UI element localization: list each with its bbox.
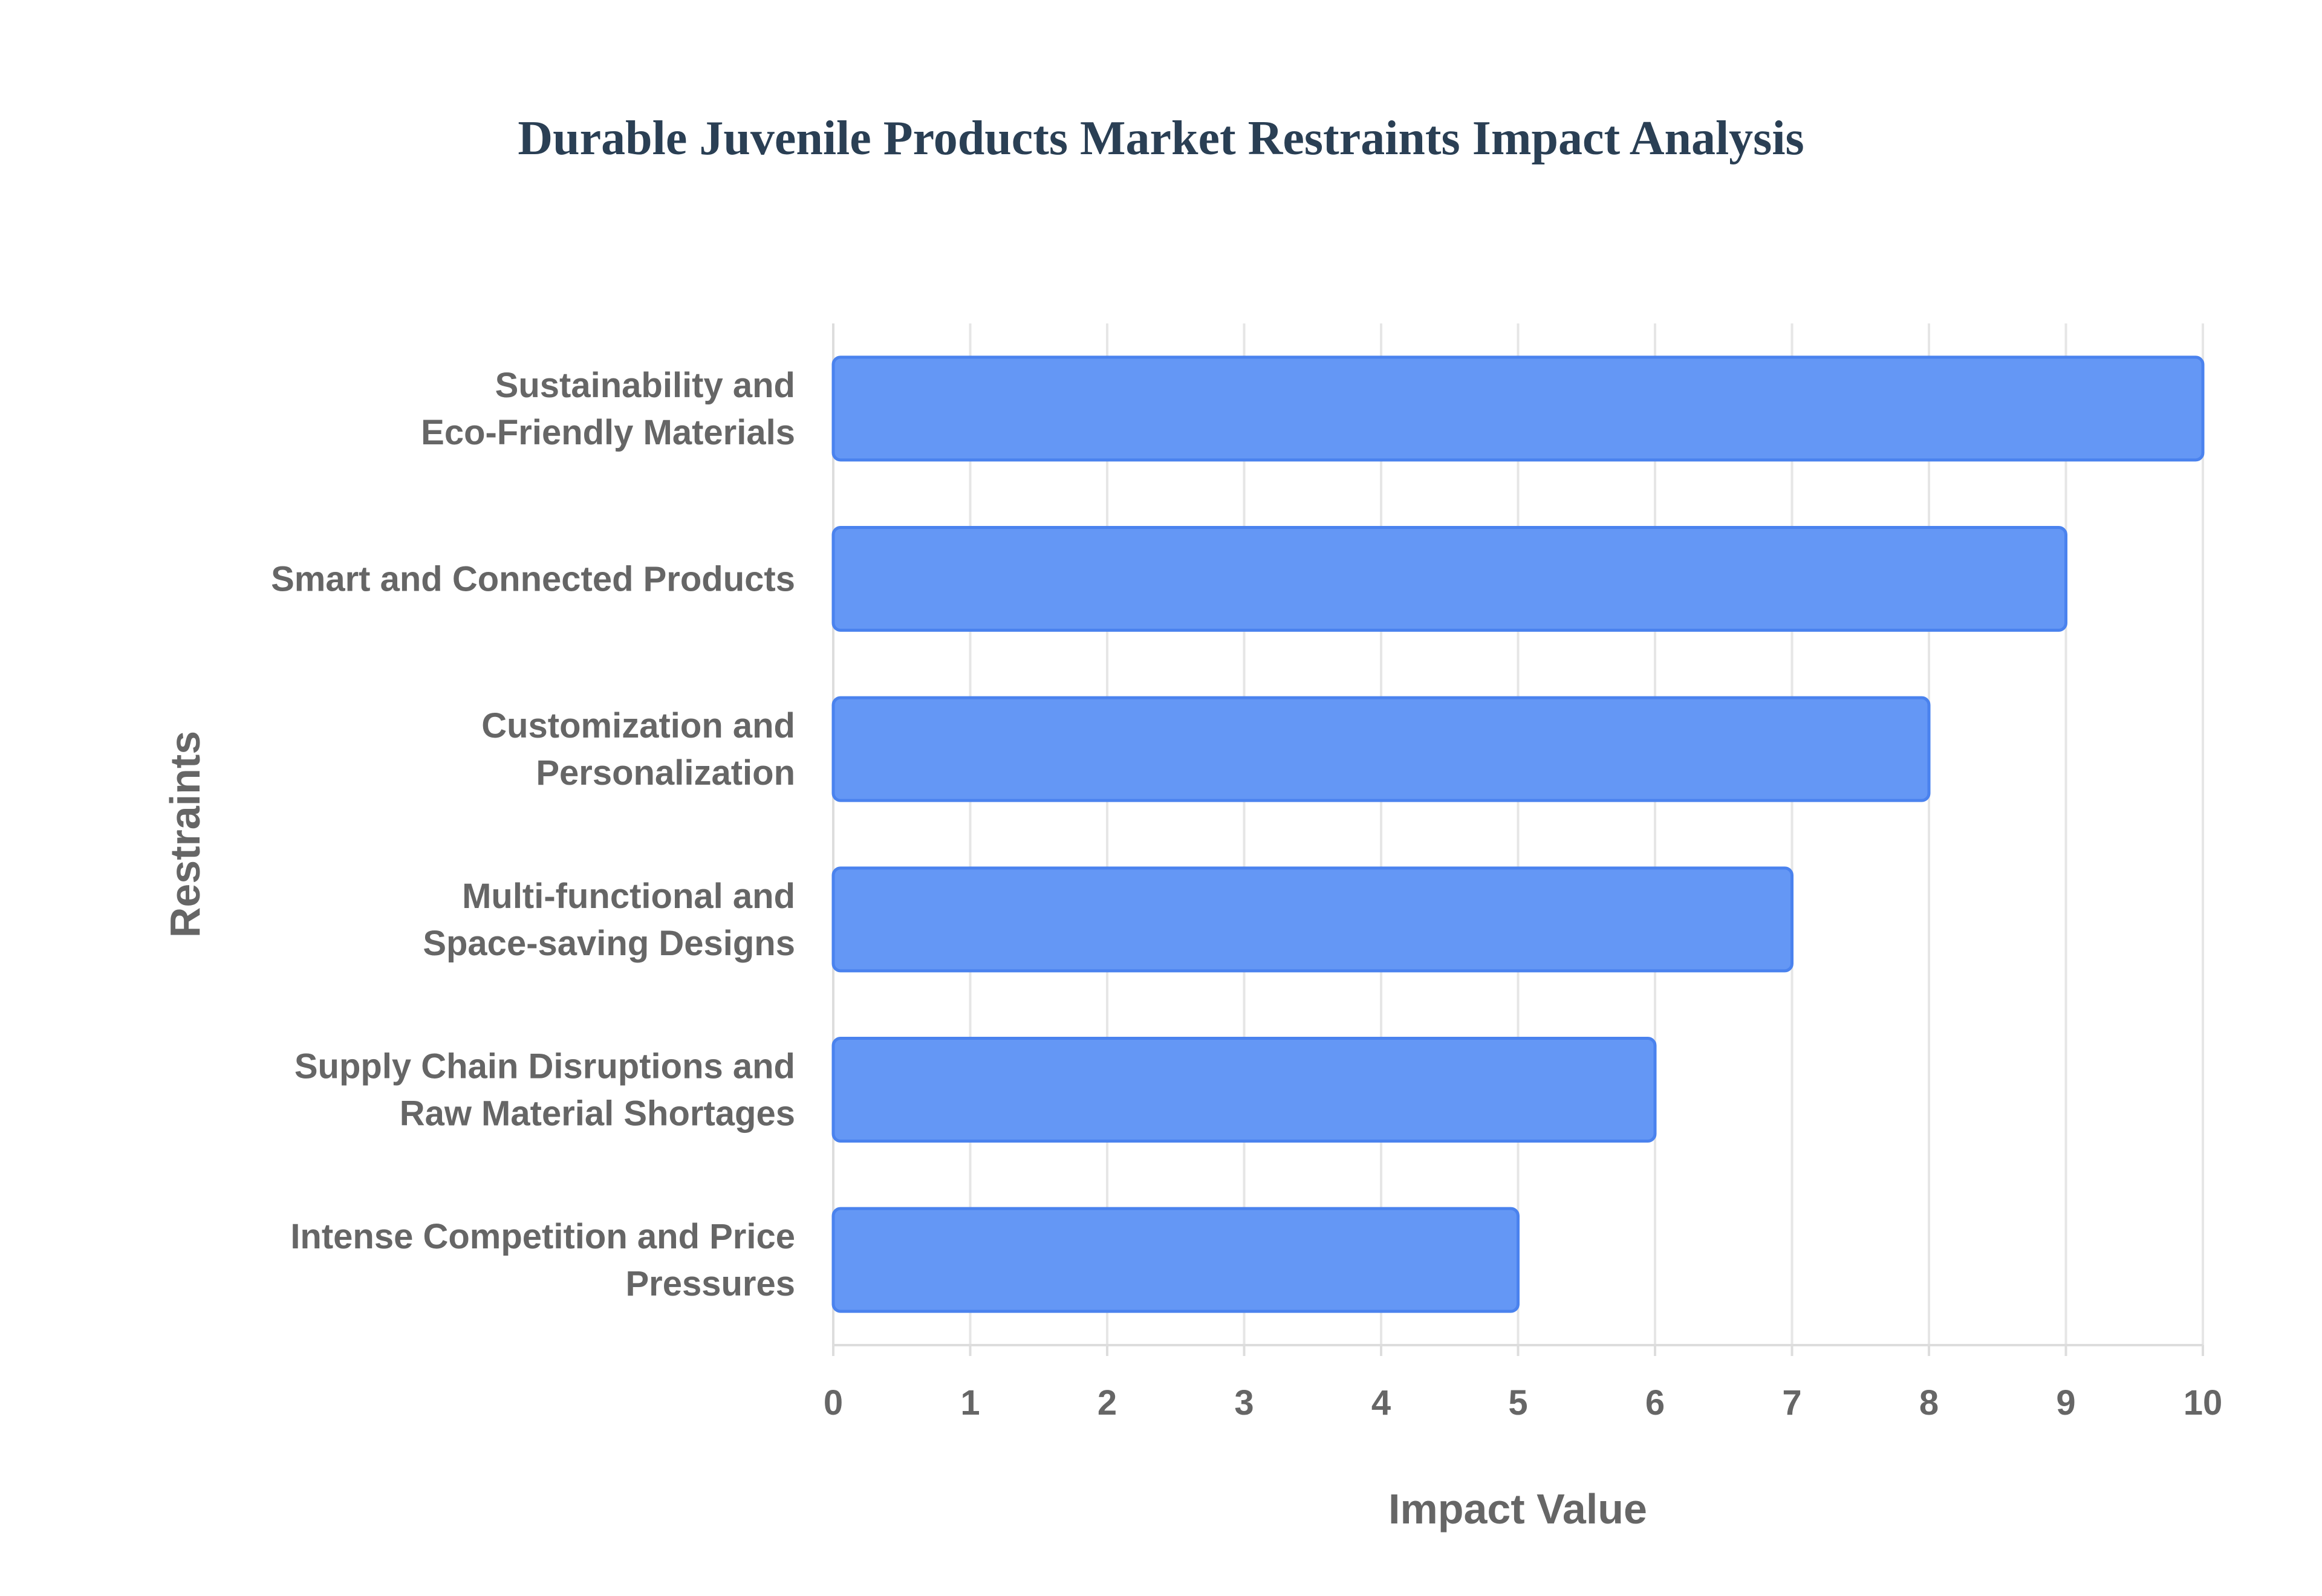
bar (831, 355, 2205, 462)
bar (831, 526, 2067, 632)
category-label: Sustainability and Eco-Friendly Materials (421, 366, 795, 452)
category-label: Multi-functional and Space-saving Designs (423, 877, 795, 963)
x-axis-title: Impact Value (1388, 1485, 1647, 1533)
category-label: Supply Chain Disruptions and Raw Material… (294, 1047, 795, 1134)
x-tick-label: 6 (1645, 1383, 1665, 1422)
category-label: Intense Competition and Price Pressures (290, 1217, 795, 1303)
bars-layer (831, 355, 2205, 1313)
x-tick-label: 8 (1919, 1383, 1939, 1422)
y-axis-title: Restraints (161, 731, 209, 938)
x-tick-label: 2 (1098, 1383, 1117, 1422)
x-tick-label: 10 (2184, 1383, 2223, 1422)
x-tick-label: 0 (824, 1383, 843, 1422)
category-label: Customization and Personalization (481, 706, 795, 793)
chart-title: Durable Juvenile Products Market Restrai… (518, 112, 1804, 165)
bar (831, 696, 1931, 802)
x-tick-label: 5 (1508, 1383, 1527, 1422)
x-tick-label: 7 (1782, 1383, 1801, 1422)
bar (831, 1207, 1520, 1313)
category-label: Smart and Connected Products (271, 560, 795, 599)
x-tick-label: 1 (960, 1383, 980, 1422)
x-tick-labels: 0 1 2 3 4 5 6 7 8 9 10 (824, 1383, 2222, 1422)
bar (831, 866, 1794, 973)
x-tick-label: 4 (1371, 1383, 1391, 1422)
x-tick-label: 3 (1234, 1383, 1254, 1422)
grid-layer (832, 323, 2204, 1356)
x-tick-label: 9 (2056, 1383, 2075, 1422)
category-labels: Sustainability and Eco-Friendly Materials… (271, 366, 795, 1303)
bar (831, 1037, 1657, 1143)
